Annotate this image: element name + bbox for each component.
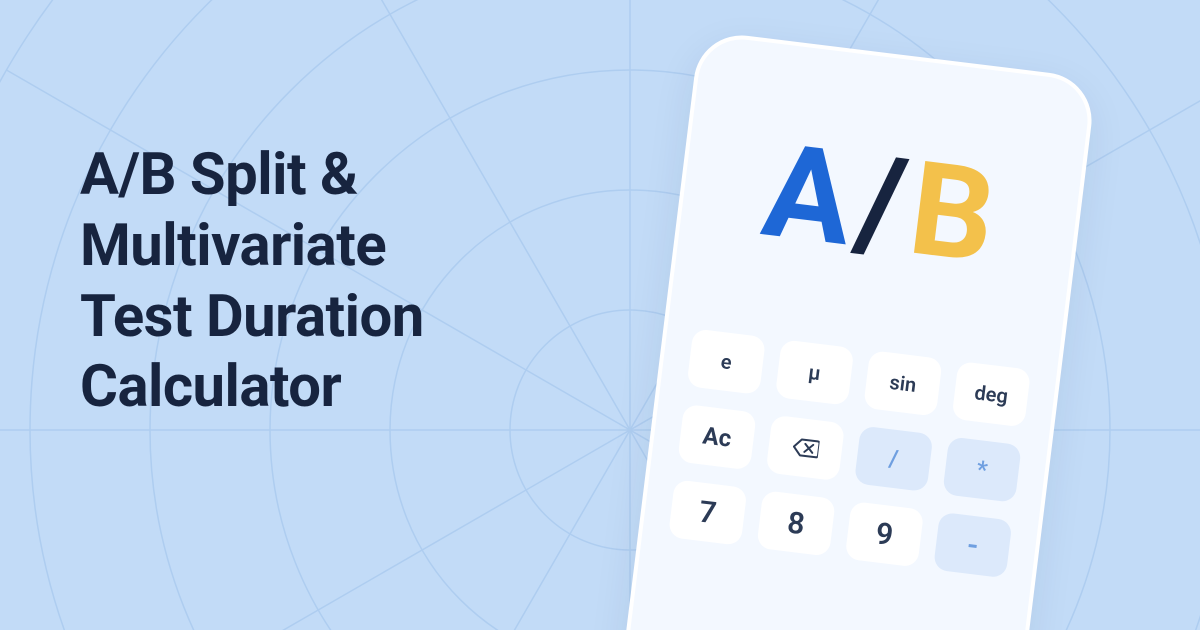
key-8[interactable]: 8 [756, 490, 836, 556]
calculator-phone: A / B e μ sin deg Ac / * 7 8 9 - [607, 30, 1097, 630]
key--[interactable]: - [933, 512, 1013, 578]
key-label: sin [888, 370, 917, 397]
key-label: / [887, 444, 899, 473]
phone-screen: A / B e μ sin deg Ac / * 7 8 9 - [612, 34, 1093, 630]
key-μ[interactable]: μ [775, 339, 855, 405]
key-*[interactable]: * [942, 436, 1022, 502]
key-backspace[interactable] [766, 415, 846, 481]
key-ac[interactable]: Ac [677, 404, 757, 470]
headline-line-4: Calculator [80, 352, 640, 423]
key-7[interactable]: 7 [668, 479, 748, 545]
headline-line-1: A/B Split & [80, 140, 640, 211]
key-label: e [719, 349, 733, 374]
key-deg[interactable]: deg [952, 361, 1032, 427]
key-label: 9 [874, 516, 895, 553]
calculator-keypad: e μ sin deg Ac / * 7 8 9 - [642, 325, 1057, 581]
key-label: 8 [785, 505, 806, 542]
key-label: - [965, 527, 980, 563]
key-label: μ [807, 360, 822, 385]
key-label: deg [973, 380, 1009, 408]
backspace-icon [791, 436, 819, 459]
hero-canvas: A/B Split & Multivariate Test Duration C… [0, 0, 1200, 630]
headline-line-2: Multivariate [80, 211, 640, 282]
key-9[interactable]: 9 [845, 501, 925, 567]
key-label: * [975, 455, 989, 484]
headline-line-3: Test Duration [80, 282, 640, 353]
key-label: 7 [697, 494, 718, 531]
key-sin[interactable]: sin [863, 350, 943, 416]
page-title: A/B Split & Multivariate Test Duration C… [80, 140, 640, 423]
key-/[interactable]: / [854, 426, 934, 492]
ab-logo-b: B [902, 132, 1005, 294]
ab-logo-a: A [755, 114, 862, 277]
key-label: Ac [701, 421, 733, 452]
key-e[interactable]: e [687, 328, 767, 394]
ab-logo: A / B [755, 114, 1004, 294]
